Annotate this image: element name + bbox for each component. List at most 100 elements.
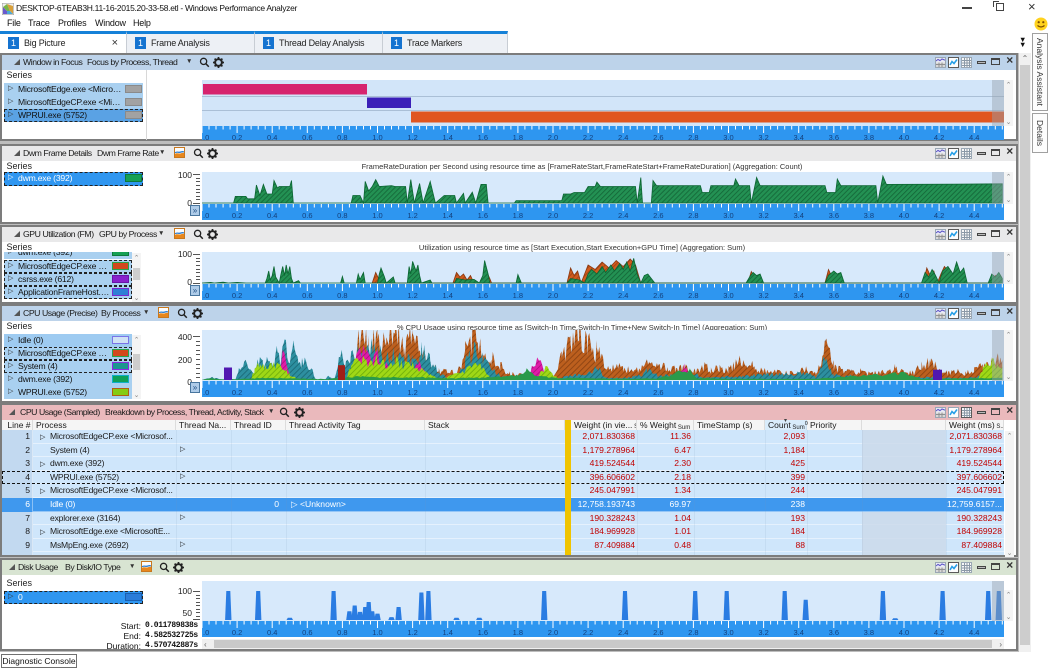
svg-text:2.4: 2.4 — [618, 133, 628, 140]
svg-text:3.0: 3.0 — [723, 628, 733, 637]
svg-text:0.6: 0.6 — [302, 133, 312, 140]
svg-text:0.2: 0.2 — [232, 628, 242, 637]
svg-text:3.8: 3.8 — [864, 628, 874, 637]
svg-text:2.6: 2.6 — [653, 133, 663, 140]
svg-text:1.2: 1.2 — [407, 133, 417, 140]
svg-text:1.8: 1.8 — [513, 628, 523, 637]
svg-text:1.4: 1.4 — [442, 388, 452, 397]
svg-text:3.2: 3.2 — [758, 133, 768, 140]
svg-text:2.6: 2.6 — [653, 211, 663, 220]
svg-text:0.2: 0.2 — [232, 291, 242, 300]
svg-text:0.8: 0.8 — [337, 628, 347, 637]
svg-text:.0: .0 — [203, 133, 209, 140]
svg-text:1.8: 1.8 — [513, 291, 523, 300]
svg-text:2.2: 2.2 — [583, 291, 593, 300]
svg-text:3.8: 3.8 — [864, 291, 874, 300]
svg-text:3.4: 3.4 — [793, 211, 803, 220]
svg-text:2.2: 2.2 — [583, 211, 593, 220]
svg-text:0.4: 0.4 — [267, 211, 277, 220]
svg-text:3.4: 3.4 — [793, 388, 803, 397]
svg-text:3.6: 3.6 — [829, 211, 839, 220]
svg-text:0.2: 0.2 — [232, 211, 242, 220]
svg-text:4.4: 4.4 — [969, 133, 979, 140]
svg-text:0.8: 0.8 — [337, 211, 347, 220]
svg-text:0.4: 0.4 — [267, 133, 277, 140]
svg-text:3.6: 3.6 — [829, 388, 839, 397]
svg-text:2.0: 2.0 — [548, 291, 558, 300]
svg-text:4.0: 4.0 — [899, 628, 909, 637]
svg-text:3.2: 3.2 — [758, 388, 768, 397]
svg-text:0.6: 0.6 — [302, 628, 312, 637]
svg-text:.0: .0 — [203, 291, 209, 300]
svg-text:3.6: 3.6 — [829, 133, 839, 140]
svg-text:.0: .0 — [203, 211, 209, 220]
svg-text:1.0: 1.0 — [372, 388, 382, 397]
svg-text:1.2: 1.2 — [407, 211, 417, 220]
svg-text:2.8: 2.8 — [688, 628, 698, 637]
svg-text:4.2: 4.2 — [934, 628, 944, 637]
svg-text:4.0: 4.0 — [899, 388, 909, 397]
svg-text:3.0: 3.0 — [723, 211, 733, 220]
svg-text:0.8: 0.8 — [337, 388, 347, 397]
svg-text:2.4: 2.4 — [618, 388, 628, 397]
svg-text:4.2: 4.2 — [934, 291, 944, 300]
svg-text:4.4: 4.4 — [969, 628, 979, 637]
svg-text:1.2: 1.2 — [407, 291, 417, 300]
svg-text:3.0: 3.0 — [723, 291, 733, 300]
svg-text:4.4: 4.4 — [969, 388, 979, 397]
svg-text:1.6: 1.6 — [478, 388, 488, 397]
svg-text:0.2: 0.2 — [232, 388, 242, 397]
svg-text:1.4: 1.4 — [442, 628, 452, 637]
svg-text:1.0: 1.0 — [372, 628, 382, 637]
svg-text:1.6: 1.6 — [478, 628, 488, 637]
svg-text:3.4: 3.4 — [793, 133, 803, 140]
svg-text:3.2: 3.2 — [758, 291, 768, 300]
svg-text:1.4: 1.4 — [442, 291, 452, 300]
svg-text:0.8: 0.8 — [337, 133, 347, 140]
svg-text:2.2: 2.2 — [583, 133, 593, 140]
svg-text:0.4: 0.4 — [267, 388, 277, 397]
svg-text:2.4: 2.4 — [618, 291, 628, 300]
svg-text:2.8: 2.8 — [688, 211, 698, 220]
svg-text:4.0: 4.0 — [899, 291, 909, 300]
svg-text:1.4: 1.4 — [442, 211, 452, 220]
svg-text:4.2: 4.2 — [934, 211, 944, 220]
svg-text:1.0: 1.0 — [372, 291, 382, 300]
svg-text:2.6: 2.6 — [653, 388, 663, 397]
svg-text:0.6: 0.6 — [302, 291, 312, 300]
svg-text:3.8: 3.8 — [864, 388, 874, 397]
svg-text:0.2: 0.2 — [232, 133, 242, 140]
svg-text:1.8: 1.8 — [513, 133, 523, 140]
svg-text:3.2: 3.2 — [758, 211, 768, 220]
svg-text:2.2: 2.2 — [583, 628, 593, 637]
svg-text:4.2: 4.2 — [934, 133, 944, 140]
svg-text:0.4: 0.4 — [267, 291, 277, 300]
svg-text:2.4: 2.4 — [618, 211, 628, 220]
svg-text:3.4: 3.4 — [793, 291, 803, 300]
svg-text:1.6: 1.6 — [478, 133, 488, 140]
svg-text:.0: .0 — [203, 628, 209, 637]
svg-text:4.0: 4.0 — [899, 211, 909, 220]
svg-text:4.0: 4.0 — [899, 133, 909, 140]
svg-text:4.4: 4.4 — [969, 211, 979, 220]
svg-text:0.6: 0.6 — [302, 211, 312, 220]
svg-text:2.0: 2.0 — [548, 211, 558, 220]
svg-text:3.6: 3.6 — [829, 628, 839, 637]
svg-text:2.0: 2.0 — [548, 388, 558, 397]
svg-text:1.6: 1.6 — [478, 211, 488, 220]
svg-text:1.8: 1.8 — [513, 388, 523, 397]
svg-text:2.2: 2.2 — [583, 388, 593, 397]
svg-text:.0: .0 — [203, 388, 209, 397]
svg-text:4.4: 4.4 — [969, 291, 979, 300]
svg-text:3.8: 3.8 — [864, 211, 874, 220]
svg-text:3.2: 3.2 — [758, 628, 768, 637]
svg-text:2.8: 2.8 — [688, 388, 698, 397]
svg-text:2.8: 2.8 — [688, 291, 698, 300]
svg-text:2.0: 2.0 — [548, 133, 558, 140]
svg-text:2.6: 2.6 — [653, 291, 663, 300]
svg-text:0.4: 0.4 — [267, 628, 277, 637]
svg-text:1.0: 1.0 — [372, 211, 382, 220]
svg-text:1.0: 1.0 — [372, 133, 382, 140]
svg-text:3.8: 3.8 — [864, 133, 874, 140]
svg-text:0.6: 0.6 — [302, 388, 312, 397]
